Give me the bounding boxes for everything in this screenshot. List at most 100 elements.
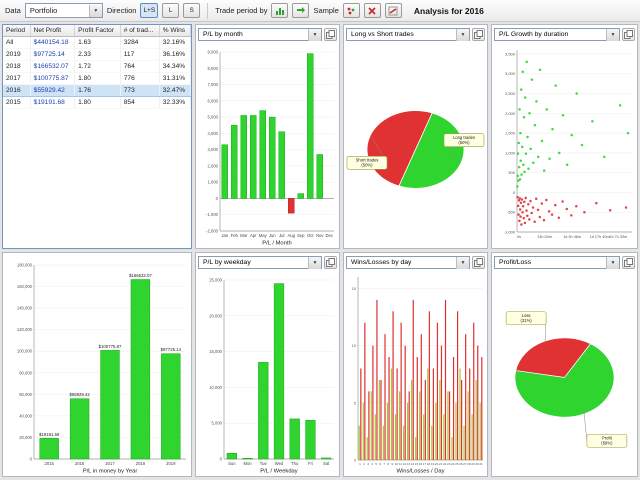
pl_weekday-svg: 0 5,000 10,000 15,000 20,000 25,000 Sun Mon Tue W… xyxy=(209,278,334,475)
svg-text:1,500: 1,500 xyxy=(505,131,516,136)
svg-text:Oct: Oct xyxy=(307,233,314,238)
svg-text:19: 19 xyxy=(431,462,435,466)
svg-text:2015: 2015 xyxy=(45,461,55,466)
table-row[interactable]: 2016 $55929.42 1.76 773 32.47% xyxy=(3,84,191,97)
long-short-pie-chart: Long trades (50%) Short trades (50%) xyxy=(345,44,486,247)
copy-chart-button[interactable] xyxy=(324,256,337,269)
table-row[interactable]: 2015 $19191.68 1.80 854 32.33% xyxy=(3,96,191,109)
chart-title: Profit/Loss xyxy=(499,259,532,266)
table-row[interactable]: 2019 $97725.14 2.33 117 36.16% xyxy=(3,48,191,61)
svg-text:10: 10 xyxy=(352,344,356,348)
svg-text:Wins/Losses / Day: Wins/Losses / Day xyxy=(397,469,445,475)
direction-long-button[interactable]: L xyxy=(162,3,180,18)
col-num-trades[interactable]: # of trad... xyxy=(120,25,160,37)
summary-table: Period Net Profit Profit Factor # of tra… xyxy=(3,25,191,109)
svg-text:0: 0 xyxy=(30,457,33,462)
svg-text:$55929.42: $55929.42 xyxy=(69,392,90,397)
chart-selector-profit-loss[interactable]: Profit/Loss ▼ xyxy=(494,256,620,269)
table-cell: 1.80 xyxy=(74,96,121,109)
svg-text:Feb: Feb xyxy=(231,233,239,238)
panel-growth-by-duration: P/L Growth by duration ▼ -1,000 -500 0 500 1… xyxy=(491,24,638,249)
svg-text:10: 10 xyxy=(395,462,399,466)
chart-selector-pl-weekday[interactable]: P/L by weekday ▼ xyxy=(198,256,322,269)
growth-duration-scatter-chart: -1,000 -500 0 500 1,000 1,500 2,000 2,500 3,000 3… xyxy=(493,44,636,247)
table-row[interactable]: 2017 $100775.87 1.80 776 31.31% xyxy=(3,72,191,85)
svg-text:-2,000: -2,000 xyxy=(206,229,219,234)
svg-text:6: 6 xyxy=(379,462,381,466)
panel-pl-by-year: 0 20,000 40,000 60,000 80,000 100,000 120,000 1… xyxy=(2,252,192,477)
svg-text:Loss: Loss xyxy=(522,313,531,318)
svg-text:1d 3h 46m: 1d 3h 46m xyxy=(563,235,581,239)
table-cell: 1.63 xyxy=(74,36,121,49)
copy-chart-button[interactable] xyxy=(472,256,485,269)
svg-text:5,000: 5,000 xyxy=(208,115,219,120)
copy-icon xyxy=(474,30,483,39)
main-toolbar: Data Portfolio ▼ Direction L+S L S Trade… xyxy=(0,0,640,22)
table-cell: 2019 xyxy=(3,48,31,61)
chart-selector-pl-month[interactable]: P/L by month ▼ xyxy=(198,28,322,41)
svg-text:2: 2 xyxy=(363,462,365,466)
svg-text:(50%): (50%) xyxy=(458,140,470,145)
svg-text:3: 3 xyxy=(367,462,369,466)
svg-text:1,000: 1,000 xyxy=(505,150,516,155)
trade-period-close-button[interactable] xyxy=(292,3,310,18)
table-row[interactable]: 2018 $166532.07 1.72 764 34.34% xyxy=(3,60,191,73)
col-pct-wins[interactable]: % Wins xyxy=(159,25,191,37)
svg-text:15: 15 xyxy=(352,287,356,291)
svg-text:500: 500 xyxy=(508,170,515,175)
svg-text:P/L in money by Year: P/L in money by Year xyxy=(83,469,138,475)
svg-text:P/L / Weekday: P/L / Weekday xyxy=(260,469,297,475)
sample-all-button[interactable] xyxy=(342,3,360,18)
svg-text:Sep: Sep xyxy=(297,233,305,238)
col-period[interactable]: Period xyxy=(3,25,31,37)
table-cell: 764 xyxy=(120,60,160,73)
svg-text:Short trades: Short trades xyxy=(356,158,379,163)
table-cell: 3284 xyxy=(120,36,160,49)
data-label: Data xyxy=(5,6,21,15)
svg-text:25: 25 xyxy=(455,462,459,466)
trade-period-open-button[interactable] xyxy=(271,3,289,18)
chart-selector-winloss-day[interactable]: Wins/Losses by day ▼ xyxy=(346,256,470,269)
chart-selector-long-short[interactable]: Long vs Short trades ▼ xyxy=(346,28,470,41)
copy-icon xyxy=(326,30,335,39)
svg-text:12: 12 xyxy=(403,462,407,466)
toolbar-separator xyxy=(207,2,209,19)
data-source-dropdown[interactable]: Portfolio ▼ xyxy=(24,3,103,18)
chart-title: Wins/Losses by day xyxy=(351,259,412,266)
svg-text:Fri: Fri xyxy=(308,461,313,466)
svg-text:1: 1 xyxy=(359,462,361,466)
pl-weekday-chart: 0 5,000 10,000 15,000 20,000 25,000 Sun Mon Tue W… xyxy=(197,272,338,475)
direction-long-short-button[interactable]: L+S xyxy=(140,3,159,18)
analysis-title: Analysis for 2016 xyxy=(413,5,484,16)
sample-losers-button[interactable] xyxy=(384,3,402,18)
svg-text:11: 11 xyxy=(399,462,402,466)
svg-text:3,500: 3,500 xyxy=(505,51,516,56)
table-cell: $100775.87 xyxy=(30,72,76,85)
svg-text:18: 18 xyxy=(427,462,431,466)
svg-text:4: 4 xyxy=(371,462,373,466)
svg-text:0: 0 xyxy=(220,457,223,462)
chart-title: P/L by month xyxy=(203,31,243,38)
table-cell: 2.33 xyxy=(74,48,121,61)
svg-text:13h 53m: 13h 53m xyxy=(537,235,552,239)
svg-text:7,000: 7,000 xyxy=(208,82,219,87)
col-profit-factor[interactable]: Profit Factor xyxy=(74,25,121,37)
copy-chart-button[interactable] xyxy=(622,256,635,269)
copy-chart-button[interactable] xyxy=(622,28,635,41)
table-cell: 2018 xyxy=(3,60,31,73)
copy-chart-button[interactable] xyxy=(472,28,485,41)
direction-short-button[interactable]: S xyxy=(183,3,201,18)
table-cell: 36.16% xyxy=(159,48,191,61)
svg-text:5,000: 5,000 xyxy=(212,421,223,426)
svg-text:2,000: 2,000 xyxy=(505,111,516,116)
table-cell: 854 xyxy=(120,96,160,109)
chart-selector-growth-duration[interactable]: P/L Growth by duration ▼ xyxy=(494,28,620,41)
chevron-down-icon: ▼ xyxy=(606,256,619,269)
table-row[interactable]: All $440154.18 1.63 3284 32.16% xyxy=(3,36,191,49)
sample-winners-button[interactable] xyxy=(363,3,381,18)
pl-year-chart: 0 20,000 40,000 60,000 80,000 100,000 120,000 1… xyxy=(4,255,190,475)
svg-text:Tue: Tue xyxy=(260,461,268,466)
copy-chart-button[interactable] xyxy=(324,28,337,41)
col-net-profit[interactable]: Net Profit xyxy=(30,25,76,37)
table-cell: $19191.68 xyxy=(30,96,76,109)
